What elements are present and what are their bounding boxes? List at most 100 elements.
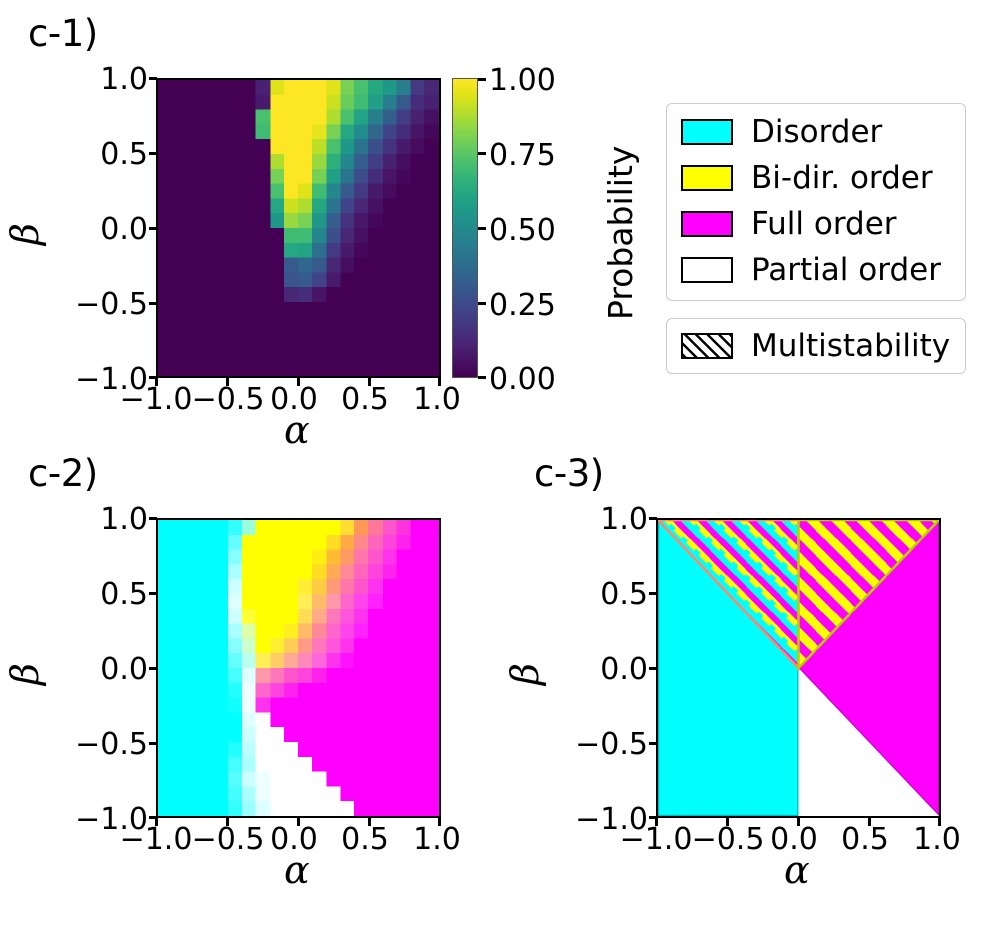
cbar-ticklabel-2: 0.50 bbox=[489, 213, 556, 248]
c1-xtickmark-4 bbox=[438, 378, 441, 386]
colorbar-title: Probability bbox=[601, 145, 640, 320]
legend-phases: Disorder Bi-dir. order Full order Partia… bbox=[666, 103, 966, 301]
c3-xtick-3: 0.5 bbox=[841, 822, 889, 857]
c2-ylabel: β bbox=[2, 663, 47, 685]
c2-ytick-1: 0.5 bbox=[100, 577, 148, 612]
c1-xtick-1: −0.5 bbox=[191, 382, 265, 417]
region-panel-c3 bbox=[656, 518, 941, 818]
legend-swatch-multistability bbox=[681, 333, 733, 359]
c3-xtickmark-3 bbox=[868, 818, 871, 826]
legend-multistability: Multistability bbox=[666, 318, 966, 374]
panel-label-c1: c-1) bbox=[28, 12, 98, 55]
c3-ytickmark-4 bbox=[649, 816, 657, 819]
c2-ytickmark-4 bbox=[149, 816, 157, 819]
c1-xtick-3: 0.5 bbox=[341, 382, 389, 417]
c2-xtickmark-4 bbox=[438, 818, 441, 826]
cbar-tickmark-4 bbox=[478, 376, 486, 379]
legend-label-multistability: Multistability bbox=[751, 328, 951, 364]
c2-ytick-0: 1.0 bbox=[100, 502, 148, 537]
legend-item-full-order[interactable]: Full order bbox=[667, 201, 965, 247]
colorbar-c1 bbox=[452, 78, 478, 378]
c1-xtick-4: 1.0 bbox=[413, 382, 461, 417]
c3-ytick-0: 1.0 bbox=[600, 502, 648, 537]
c1-ytickmark-3 bbox=[149, 302, 157, 305]
legend-label-bidir-order: Bi-dir. order bbox=[751, 160, 933, 196]
c2-ytickmark-2 bbox=[149, 667, 157, 670]
cbar-ticklabel-1: 0.75 bbox=[489, 138, 556, 173]
c2-xtick-4: 1.0 bbox=[413, 822, 461, 857]
cbar-tickmark-2 bbox=[478, 227, 486, 230]
c1-xtick-0: −1.0 bbox=[119, 382, 193, 417]
legend-swatch-disorder bbox=[681, 119, 733, 145]
legend-item-partial-order[interactable]: Partial order bbox=[667, 247, 965, 293]
c2-xtick-1: −0.5 bbox=[191, 822, 265, 857]
c1-ytick-3: −0.5 bbox=[75, 287, 148, 322]
c2-ytick-2: 0.0 bbox=[100, 652, 148, 687]
cbar-tickmark-1 bbox=[478, 152, 486, 155]
c3-ytick-3: −0.5 bbox=[575, 727, 648, 762]
cbar-ticklabel-4: 0.00 bbox=[489, 362, 556, 397]
c2-ytickmark-1 bbox=[149, 592, 157, 595]
c3-xlabel: α bbox=[784, 848, 810, 892]
legend-label-disorder: Disorder bbox=[751, 114, 883, 150]
c3-ytickmark-3 bbox=[649, 742, 657, 745]
cbar-ticklabel-3: 0.25 bbox=[489, 288, 556, 323]
legend-swatch-full-order bbox=[681, 211, 733, 237]
c3-ytickmark-2 bbox=[649, 667, 657, 670]
c1-ytickmark-1 bbox=[149, 152, 157, 155]
c2-ytick-4: −1.0 bbox=[75, 802, 148, 837]
c2-xtickmark-2 bbox=[297, 818, 300, 826]
c3-xtickmark-2 bbox=[797, 818, 800, 826]
cbar-ticklabel-0: 1.00 bbox=[489, 63, 556, 98]
cbar-tickmark-3 bbox=[478, 302, 486, 305]
c1-ytickmark-0 bbox=[149, 77, 157, 80]
c2-xtickmark-1 bbox=[226, 818, 229, 826]
c1-xtickmark-1 bbox=[226, 378, 229, 386]
legend-item-bidir-order[interactable]: Bi-dir. order bbox=[667, 155, 965, 201]
c1-ytickmark-4 bbox=[149, 376, 157, 379]
c1-xtickmark-3 bbox=[368, 378, 371, 386]
c1-ytick-4: −1.0 bbox=[75, 362, 148, 397]
c2-xtick-0: −1.0 bbox=[119, 822, 193, 857]
cbar-tickmark-0 bbox=[478, 78, 486, 81]
c2-xtickmark-3 bbox=[368, 818, 371, 826]
legend-label-full-order: Full order bbox=[751, 206, 897, 242]
c2-xlabel: α bbox=[284, 848, 310, 892]
c3-xtick-1: −0.5 bbox=[691, 822, 765, 857]
c3-xtickmark-4 bbox=[938, 818, 941, 826]
legend-label-partial-order: Partial order bbox=[751, 252, 941, 288]
c2-xtickmark-0 bbox=[155, 818, 158, 826]
c1-ytick-1: 0.5 bbox=[100, 137, 148, 172]
c2-ytickmark-3 bbox=[149, 742, 157, 745]
c2-xtick-2: 0.0 bbox=[270, 822, 318, 857]
c1-xtickmark-2 bbox=[297, 378, 300, 386]
c3-ytickmark-0 bbox=[649, 517, 657, 520]
heatmap-panel-c1 bbox=[156, 78, 441, 378]
c1-ytick-2: 0.0 bbox=[100, 212, 148, 247]
c3-xtick-0: −1.0 bbox=[619, 822, 693, 857]
legend-item-disorder[interactable]: Disorder bbox=[667, 109, 965, 155]
panel-label-c3: c-3) bbox=[534, 452, 604, 495]
c3-ytick-4: −1.0 bbox=[575, 802, 648, 837]
c2-xtick-3: 0.5 bbox=[341, 822, 389, 857]
c3-xtick-2: 0.0 bbox=[770, 822, 818, 857]
c3-ytick-1: 0.5 bbox=[600, 577, 648, 612]
c3-ytick-2: 0.0 bbox=[600, 652, 648, 687]
c1-ytick-0: 1.0 bbox=[100, 62, 148, 97]
c3-xtickmark-0 bbox=[655, 818, 658, 826]
c1-xtickmark-0 bbox=[155, 378, 158, 386]
legend-item-multistability[interactable]: Multistability bbox=[667, 323, 965, 369]
c2-ytickmark-0 bbox=[149, 517, 157, 520]
c1-ytickmark-2 bbox=[149, 227, 157, 230]
c1-xtick-2: 0.0 bbox=[270, 382, 318, 417]
c1-xlabel: α bbox=[284, 408, 310, 452]
c1-ylabel: β bbox=[2, 223, 47, 245]
legend-swatch-partial-order bbox=[681, 257, 733, 283]
legend-swatch-bidir-order bbox=[681, 165, 733, 191]
c2-ytick-3: −0.5 bbox=[75, 727, 148, 762]
panel-label-c2: c-2) bbox=[28, 452, 98, 495]
c3-xtick-4: 1.0 bbox=[913, 822, 961, 857]
c3-ytickmark-1 bbox=[649, 592, 657, 595]
heatmap-panel-c2 bbox=[156, 518, 441, 818]
c3-ylabel: β bbox=[502, 663, 547, 685]
